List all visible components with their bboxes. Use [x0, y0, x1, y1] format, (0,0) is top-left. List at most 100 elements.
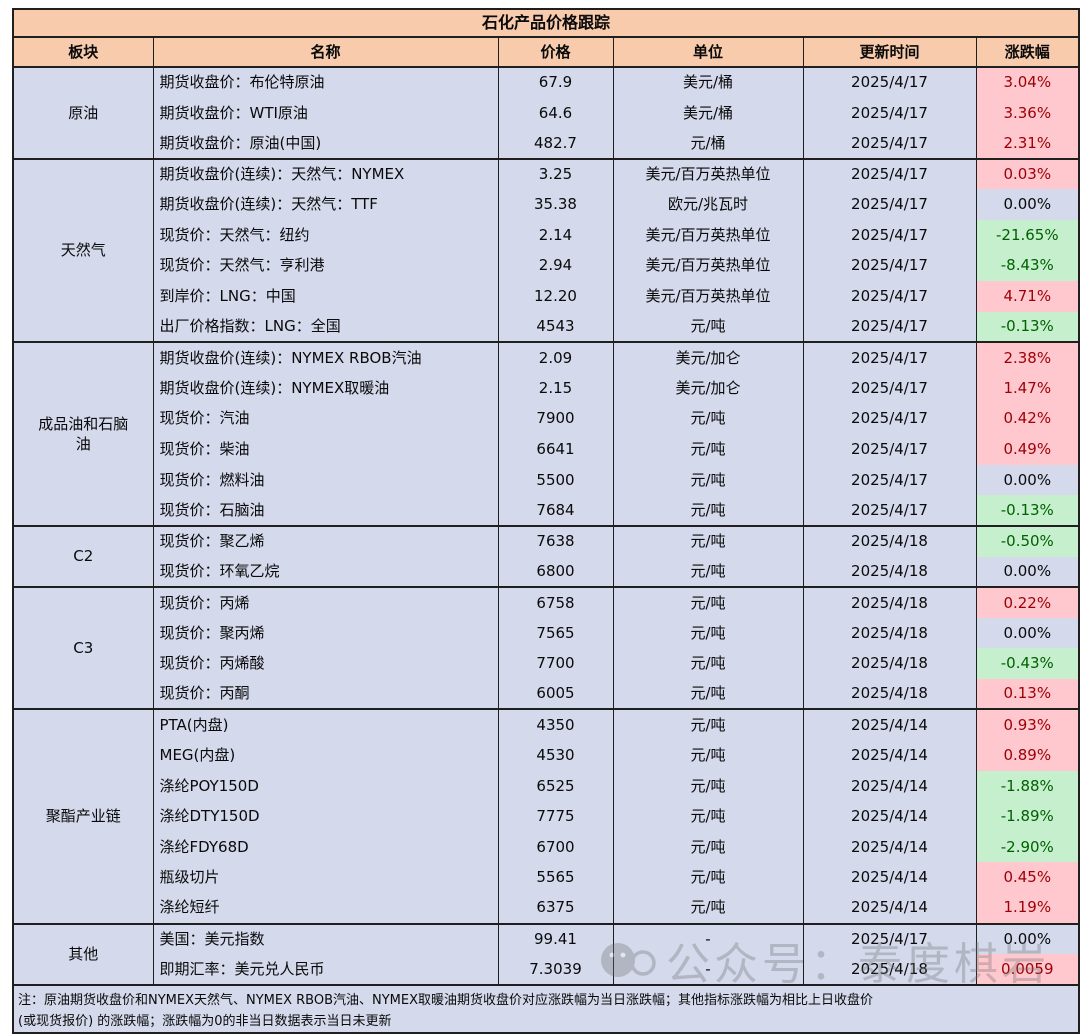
table-row: MEG(内盘) 4530 元/吨 2025/4/14 0.89%	[13, 740, 1080, 771]
indicator-name: 现货价：石脑油	[152, 495, 498, 526]
price-value: 4530	[497, 740, 613, 771]
table-row: 涤纶DTY150D 7775 元/吨 2025/4/14 -1.89%	[13, 801, 1080, 832]
update-date: 2025/4/17	[802, 157, 976, 190]
update-date: 2025/4/17	[802, 97, 976, 129]
update-date: 2025/4/17	[802, 495, 976, 526]
change-value: -0.50%	[975, 524, 1080, 557]
change-value: 1.47%	[975, 372, 1080, 404]
update-date: 2025/4/18	[802, 556, 976, 588]
unit-value: -	[612, 922, 803, 955]
update-date: 2025/4/18	[802, 678, 976, 710]
unit-value: 美元/桶	[612, 66, 803, 98]
table-row: 期货收盘价：原油(中国) 482.7 元/桶 2025/4/17 2.31%	[13, 128, 1080, 159]
price-value: 6375	[497, 893, 613, 924]
indicator-name: PTA(内盘)	[152, 708, 498, 741]
price-value: 482.7	[497, 128, 613, 159]
table-row: 期货收盘价(连续)：天然气：TTF 35.38 欧元/兆瓦时 2025/4/17…	[13, 189, 1080, 220]
indicator-name: 期货收盘价：布伦特原油	[152, 66, 498, 98]
unit-value: 美元/桶	[612, 97, 803, 129]
table-row: 原油 期货收盘价：布伦特原油 67.9 美元/桶 2025/4/17 3.04%	[12, 66, 1080, 159]
table-row: 到岸价：LNG：中国 12.20 美元/百万英热单位 2025/4/17 4.7…	[13, 281, 1080, 312]
indicator-name: 期货收盘价：原油(中国)	[152, 128, 498, 159]
indicator-name: 出厂价格指数：LNG：全国	[152, 311, 498, 343]
change-value: -0.43%	[975, 648, 1080, 679]
indicator-name: 现货价：汽油	[152, 403, 498, 435]
indicator-name: 现货价：丙烯	[152, 586, 498, 618]
unit-value: 美元/百万英热单位	[612, 250, 803, 282]
price-value: 5500	[497, 464, 613, 496]
change-value: 0.00%	[975, 556, 1080, 588]
table-row: 现货价：丙酮 6005 元/吨 2025/4/18 0.13%	[13, 678, 1080, 710]
unit-value: 元/吨	[612, 862, 803, 894]
price-value: 99.41	[497, 922, 613, 955]
change-value: 0.45%	[975, 862, 1080, 894]
change-value: 0.49%	[975, 434, 1080, 465]
indicator-name: 现货价：聚乙烯	[152, 524, 498, 557]
page-title: 石化产品价格跟踪	[12, 9, 1080, 38]
update-date: 2025/4/18	[802, 524, 976, 557]
change-value: 0.89%	[975, 740, 1080, 771]
unit-value: 元/吨	[612, 678, 803, 710]
price-value: 2.09	[497, 341, 613, 373]
table-row: 聚酯产业链 PTA(内盘) 4350 元/吨 2025/4/14 0.93%	[12, 708, 1080, 924]
indicator-name: 涤纶DTY150D	[152, 801, 498, 832]
unit-value: 元/吨	[612, 708, 803, 741]
table-row: 期货收盘价：WTI原油 64.6 美元/桶 2025/4/17 3.36%	[13, 97, 1080, 129]
update-date: 2025/4/17	[802, 189, 976, 220]
update-date: 2025/4/17	[802, 464, 976, 496]
table-row: 现货价：天然气：纽约 2.14 美元/百万英热单位 2025/4/17 -21.…	[13, 219, 1080, 251]
price-value: 64.6	[497, 97, 613, 129]
unit-value: -	[612, 954, 803, 985]
indicator-name: 期货收盘价(连续)：NYMEX取暖油	[152, 372, 498, 404]
unit-value: 元/吨	[612, 770, 803, 802]
unit-value: 元/吨	[612, 434, 803, 465]
table-row: 出厂价格指数：LNG：全国 4543 元/吨 2025/4/17 -0.13%	[13, 311, 1080, 343]
update-date: 2025/4/17	[802, 403, 976, 435]
price-value: 7775	[497, 801, 613, 832]
change-value: 4.71%	[975, 281, 1080, 312]
change-value: -0.13%	[975, 495, 1080, 526]
change-value: 2.38%	[975, 341, 1080, 373]
table-row: 涤纶短纤 6375 元/吨 2025/4/14 1.19%	[13, 893, 1080, 924]
indicator-name: 现货价：天然气：纽约	[152, 219, 498, 251]
table-row: 现货价：天然气：亨利港 2.94 美元/百万英热单位 2025/4/17 -8.…	[13, 250, 1080, 282]
unit-value: 元/吨	[612, 495, 803, 526]
unit-value: 元/吨	[612, 311, 803, 343]
price-value: 12.20	[497, 281, 613, 312]
indicator-name: 期货收盘价(连续)：天然气：NYMEX	[152, 157, 498, 190]
indicator-name: 期货收盘价：WTI原油	[152, 97, 498, 129]
price-value: 7.3039	[497, 954, 613, 985]
price-value: 7684	[497, 495, 613, 526]
update-date: 2025/4/18	[802, 617, 976, 649]
update-date: 2025/4/17	[802, 372, 976, 404]
price-value: 6525	[497, 770, 613, 802]
update-date: 2025/4/14	[802, 893, 976, 924]
change-value: 0.03%	[975, 157, 1080, 190]
sector-label: 原油	[68, 103, 99, 122]
indicator-name: 期货收盘价(连续)：NYMEX RBOB汽油	[152, 341, 498, 373]
indicator-name: 现货价：环氧乙烷	[152, 556, 498, 588]
table-row: 现货价：环氧乙烷 6800 元/吨 2025/4/18 0.00%	[13, 556, 1080, 588]
table-row: 现货价：燃料油 5500 元/吨 2025/4/17 0.00%	[13, 464, 1080, 496]
sector-label: 聚酯产业链	[45, 807, 121, 826]
unit-value: 欧元/兆瓦时	[612, 189, 803, 220]
unit-value: 元/吨	[612, 586, 803, 618]
change-value: 0.00%	[975, 464, 1080, 496]
price-value: 6700	[497, 831, 613, 863]
price-value: 35.38	[497, 189, 613, 220]
sector-cell: C2	[12, 524, 153, 588]
unit-value: 美元/百万英热单位	[612, 281, 803, 312]
update-date: 2025/4/17	[802, 281, 976, 312]
indicator-name: 涤纶FDY68D	[152, 831, 498, 863]
indicator-name: 期货收盘价(连续)：天然气：TTF	[152, 189, 498, 220]
table-row: 瓶级切片 5565 元/吨 2025/4/14 0.45%	[13, 862, 1080, 894]
indicator-name: 现货价：丙酮	[152, 678, 498, 710]
column-header-update-time: 更新时间	[802, 37, 976, 68]
change-value: 0.42%	[975, 403, 1080, 435]
column-header-unit: 单位	[612, 37, 803, 68]
change-value: -2.90%	[975, 831, 1080, 863]
price-value: 3.25	[497, 157, 613, 190]
update-date: 2025/4/17	[802, 250, 976, 282]
change-value: -1.88%	[975, 770, 1080, 802]
update-date: 2025/4/17	[802, 128, 976, 159]
